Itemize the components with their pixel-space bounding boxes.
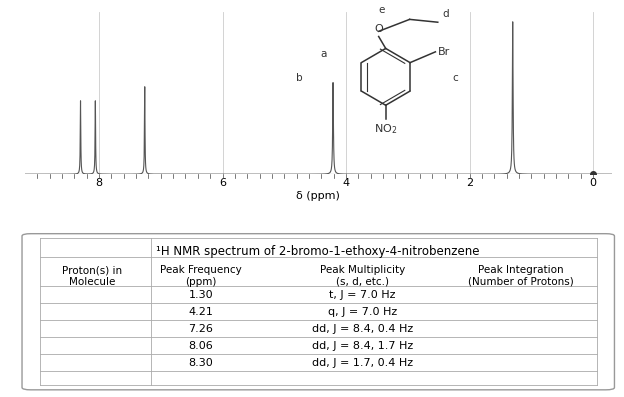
Text: b: b (296, 73, 302, 83)
Text: dd, J = 1.7, 0.4 Hz: dd, J = 1.7, 0.4 Hz (311, 358, 413, 368)
X-axis label: δ (ppm): δ (ppm) (296, 191, 340, 201)
Text: 8.30: 8.30 (188, 358, 213, 368)
Text: NO$_2$: NO$_2$ (374, 122, 397, 136)
Text: Peak Multiplicity
(s, d, etc.): Peak Multiplicity (s, d, etc.) (319, 265, 405, 287)
Text: Peak Integration
(Number of Protons): Peak Integration (Number of Protons) (468, 265, 573, 287)
Text: Proton(s) in
Molecule: Proton(s) in Molecule (62, 265, 122, 287)
Text: 7.26: 7.26 (188, 324, 213, 334)
Text: 1.30: 1.30 (188, 290, 213, 300)
Text: dd, J = 8.4, 0.4 Hz: dd, J = 8.4, 0.4 Hz (311, 324, 413, 334)
Text: t, J = 7.0 Hz: t, J = 7.0 Hz (329, 290, 396, 300)
Text: O: O (374, 23, 383, 34)
Text: d: d (442, 9, 449, 19)
Text: Peak Frequency
(ppm): Peak Frequency (ppm) (160, 265, 242, 287)
Text: dd, J = 8.4, 1.7 Hz: dd, J = 8.4, 1.7 Hz (311, 341, 413, 351)
Text: e: e (378, 5, 385, 15)
Text: c: c (452, 73, 458, 83)
Text: 4.21: 4.21 (188, 307, 213, 317)
Text: ¹H NMR spectrum of 2-bromo-1-ethoxy-4-nitrobenzene: ¹H NMR spectrum of 2-bromo-1-ethoxy-4-ni… (157, 245, 480, 258)
Text: a: a (320, 49, 326, 59)
FancyBboxPatch shape (22, 234, 615, 390)
Text: Br: Br (438, 47, 450, 57)
Text: 8.06: 8.06 (188, 341, 213, 351)
Text: q, J = 7.0 Hz: q, J = 7.0 Hz (328, 307, 397, 317)
